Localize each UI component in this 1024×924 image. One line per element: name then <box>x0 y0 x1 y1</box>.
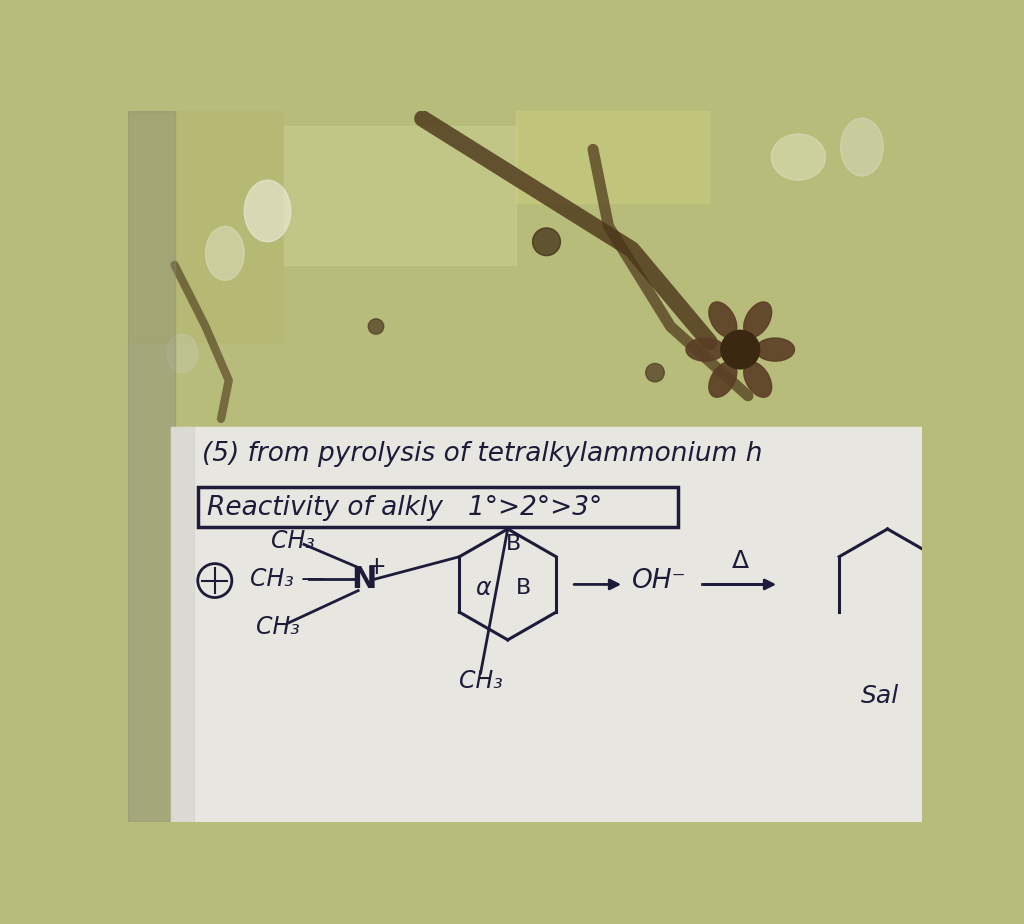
Ellipse shape <box>743 302 772 337</box>
Text: (5) from pyrolysis of tetralkylammonium h: (5) from pyrolysis of tetralkylammonium … <box>202 442 762 468</box>
Text: Sal: Sal <box>860 684 899 708</box>
Bar <box>128 111 174 822</box>
Text: CH₃ —: CH₃ — <box>251 567 326 591</box>
Text: CH₃: CH₃ <box>256 614 300 638</box>
Text: B: B <box>516 578 530 598</box>
Ellipse shape <box>686 338 725 361</box>
Ellipse shape <box>245 180 291 242</box>
Circle shape <box>646 363 665 382</box>
Circle shape <box>369 319 384 334</box>
Ellipse shape <box>756 338 795 361</box>
Text: α: α <box>475 577 490 601</box>
Text: CH₃: CH₃ <box>459 669 503 693</box>
Text: Δ: Δ <box>732 549 749 573</box>
Ellipse shape <box>771 134 825 180</box>
Ellipse shape <box>743 362 772 397</box>
Circle shape <box>532 228 560 256</box>
Bar <box>128 111 283 342</box>
Bar <box>198 487 678 527</box>
Text: +: + <box>367 554 386 578</box>
Circle shape <box>721 331 760 369</box>
Bar <box>283 127 515 265</box>
Bar <box>515 111 710 203</box>
Bar <box>171 427 922 822</box>
Ellipse shape <box>167 334 198 372</box>
Text: Reactivity of alkly   1°>2°>3°: Reactivity of alkly 1°>2°>3° <box>207 495 602 521</box>
Ellipse shape <box>709 362 737 397</box>
Text: N: N <box>351 565 377 593</box>
Text: B: B <box>506 534 521 554</box>
Ellipse shape <box>841 118 884 176</box>
Text: OH⁻: OH⁻ <box>632 567 686 593</box>
Ellipse shape <box>206 226 245 280</box>
Ellipse shape <box>709 302 737 337</box>
Text: CH₃: CH₃ <box>271 529 315 553</box>
Bar <box>171 427 194 822</box>
